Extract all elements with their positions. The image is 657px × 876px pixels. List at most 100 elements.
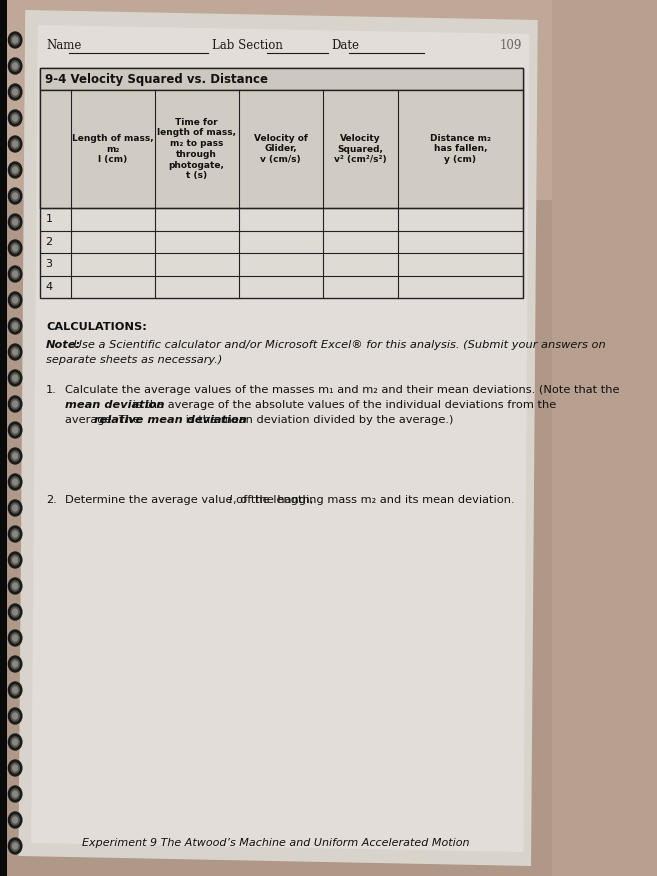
Bar <box>40 68 522 90</box>
Circle shape <box>12 557 18 563</box>
Text: relative mean deviation: relative mean deviation <box>94 415 247 425</box>
Bar <box>40 68 522 298</box>
Circle shape <box>12 791 18 797</box>
Text: separate sheets as necessary.): separate sheets as necessary.) <box>46 355 223 365</box>
Text: , of the hanging mass m₂ and its mean deviation.: , of the hanging mass m₂ and its mean de… <box>233 495 515 505</box>
Circle shape <box>12 739 18 745</box>
Circle shape <box>9 656 22 672</box>
Text: l: l <box>229 495 232 505</box>
Circle shape <box>9 240 22 256</box>
Circle shape <box>9 734 22 750</box>
Circle shape <box>9 812 22 828</box>
Circle shape <box>11 87 19 97</box>
Text: 2.: 2. <box>46 495 57 505</box>
Circle shape <box>9 474 22 490</box>
Circle shape <box>9 682 22 698</box>
Text: Lab Section: Lab Section <box>212 39 283 52</box>
Text: mean deviation: mean deviation <box>64 400 164 410</box>
Circle shape <box>11 581 19 591</box>
Circle shape <box>9 500 22 516</box>
Polygon shape <box>0 200 552 876</box>
Circle shape <box>12 843 18 849</box>
Text: 3: 3 <box>45 259 53 269</box>
Circle shape <box>9 526 22 542</box>
Circle shape <box>9 396 22 412</box>
Text: 109: 109 <box>500 39 522 52</box>
Text: Use a Scientific calculator and/or Microsoft Excel® for this analysis. (Submit y: Use a Scientific calculator and/or Micro… <box>70 340 606 350</box>
Circle shape <box>11 789 19 799</box>
Circle shape <box>11 217 19 227</box>
Circle shape <box>11 737 19 747</box>
Circle shape <box>9 760 22 776</box>
Circle shape <box>11 165 19 175</box>
Circle shape <box>12 167 18 173</box>
Circle shape <box>12 583 18 589</box>
Text: 4: 4 <box>45 282 53 292</box>
Polygon shape <box>31 25 530 852</box>
Circle shape <box>9 318 22 334</box>
Circle shape <box>11 607 19 617</box>
Circle shape <box>12 193 18 199</box>
Circle shape <box>9 162 22 178</box>
Circle shape <box>11 711 19 721</box>
Circle shape <box>12 271 18 277</box>
Circle shape <box>9 370 22 386</box>
Circle shape <box>9 32 22 48</box>
Text: Velocity
Squared,
v² (cm²/s²): Velocity Squared, v² (cm²/s²) <box>334 134 387 165</box>
Circle shape <box>11 191 19 201</box>
Circle shape <box>12 609 18 615</box>
Circle shape <box>9 58 22 74</box>
Circle shape <box>12 219 18 225</box>
Circle shape <box>12 37 18 43</box>
Circle shape <box>9 214 22 230</box>
Circle shape <box>12 661 18 667</box>
Circle shape <box>9 838 22 854</box>
Circle shape <box>11 61 19 71</box>
Text: 2: 2 <box>45 237 53 247</box>
Text: Time for
length of mass,
m₂ to pass
through
photogate,
t (s): Time for length of mass, m₂ to pass thro… <box>157 117 236 180</box>
Circle shape <box>12 115 18 121</box>
Text: Velocity of
Glider,
v (cm/s): Velocity of Glider, v (cm/s) <box>254 134 307 165</box>
Circle shape <box>11 815 19 825</box>
Circle shape <box>9 136 22 152</box>
Text: Determine the average value of the length,: Determine the average value of the lengt… <box>64 495 317 505</box>
Text: CALCULATIONS:: CALCULATIONS: <box>46 322 147 332</box>
Text: 1.: 1. <box>46 385 57 395</box>
Circle shape <box>9 578 22 594</box>
Circle shape <box>9 422 22 438</box>
Text: Calculate the average values of the masses m₁ and m₂ and their mean deviations. : Calculate the average values of the mass… <box>64 385 619 395</box>
Circle shape <box>12 635 18 641</box>
Circle shape <box>12 89 18 95</box>
Circle shape <box>12 765 18 771</box>
Circle shape <box>9 448 22 464</box>
Circle shape <box>11 243 19 253</box>
Text: Length of mass,
m₂
l (cm): Length of mass, m₂ l (cm) <box>72 134 153 165</box>
Circle shape <box>9 786 22 802</box>
Polygon shape <box>18 10 537 866</box>
Circle shape <box>12 427 18 433</box>
Text: 1: 1 <box>45 215 53 224</box>
Circle shape <box>9 344 22 360</box>
Circle shape <box>9 630 22 646</box>
Text: Distance m₂
has fallen,
y (cm): Distance m₂ has fallen, y (cm) <box>430 134 491 165</box>
Circle shape <box>9 84 22 100</box>
Circle shape <box>11 113 19 123</box>
Circle shape <box>11 425 19 435</box>
Circle shape <box>9 188 22 204</box>
Circle shape <box>12 245 18 251</box>
Circle shape <box>9 604 22 620</box>
Circle shape <box>12 531 18 537</box>
Circle shape <box>11 373 19 383</box>
Circle shape <box>12 297 18 303</box>
Circle shape <box>12 453 18 459</box>
Circle shape <box>12 375 18 381</box>
Circle shape <box>12 713 18 719</box>
Circle shape <box>12 349 18 355</box>
Text: average. The: average. The <box>64 415 143 425</box>
Circle shape <box>11 347 19 357</box>
Circle shape <box>12 505 18 511</box>
Text: 9-4 Velocity Squared vs. Distance: 9-4 Velocity Squared vs. Distance <box>45 73 268 86</box>
Circle shape <box>12 687 18 693</box>
Circle shape <box>11 685 19 695</box>
Circle shape <box>11 503 19 513</box>
